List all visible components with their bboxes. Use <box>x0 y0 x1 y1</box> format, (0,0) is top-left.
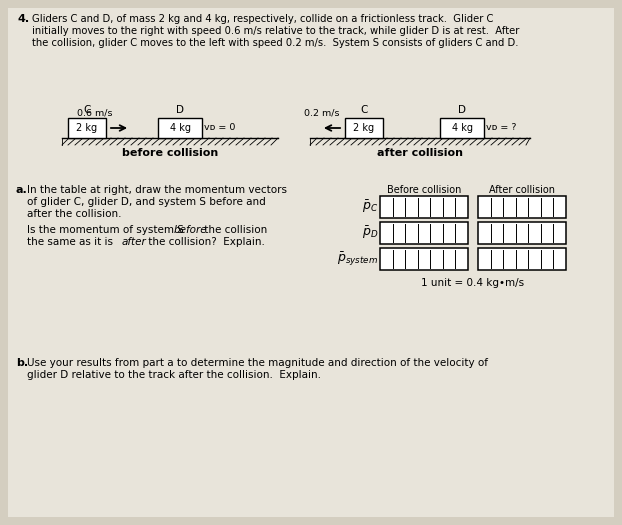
Text: after collision: after collision <box>377 148 463 158</box>
Bar <box>158 118 202 138</box>
Text: Gliders C and D, of mass 2 kg and 4 kg, respectively, collide on a frictionless : Gliders C and D, of mass 2 kg and 4 kg, … <box>32 14 493 24</box>
Text: D: D <box>176 105 184 115</box>
Text: 4.: 4. <box>18 14 30 24</box>
Bar <box>68 118 106 138</box>
Bar <box>345 118 383 138</box>
Text: 0.6 m/s: 0.6 m/s <box>77 108 113 117</box>
Text: $\bar{p}_C$: $\bar{p}_C$ <box>362 199 378 215</box>
Text: Is the momentum of system S: Is the momentum of system S <box>27 225 187 235</box>
Text: In the table at right, draw the momentum vectors: In the table at right, draw the momentum… <box>27 185 287 195</box>
Text: the collision?  Explain.: the collision? Explain. <box>145 237 265 247</box>
Bar <box>478 196 566 218</box>
Text: before collision: before collision <box>122 148 218 158</box>
Bar <box>380 196 468 218</box>
Text: vᴅ = ?: vᴅ = ? <box>486 123 516 132</box>
Text: of glider C, glider D, and system S before and: of glider C, glider D, and system S befo… <box>27 197 266 207</box>
Text: $\bar{p}_D$: $\bar{p}_D$ <box>361 225 378 242</box>
Text: 1 unit = 0.4 kg•m/s: 1 unit = 0.4 kg•m/s <box>422 278 524 288</box>
Text: 0.2 m/s: 0.2 m/s <box>305 108 340 117</box>
Text: the same as it is: the same as it is <box>27 237 116 247</box>
Text: Use your results from part a to determine the magnitude and direction of the vel: Use your results from part a to determin… <box>27 358 488 368</box>
Bar <box>478 248 566 270</box>
Bar <box>478 222 566 244</box>
Text: 2 kg: 2 kg <box>77 123 98 133</box>
Text: D: D <box>458 105 466 115</box>
Text: 4 kg: 4 kg <box>170 123 190 133</box>
Text: After collision: After collision <box>489 185 555 195</box>
Text: $\bar{p}_{system}$: $\bar{p}_{system}$ <box>337 250 378 268</box>
Text: after the collision.: after the collision. <box>27 209 121 219</box>
Text: C: C <box>83 105 91 115</box>
Text: b.: b. <box>16 358 28 368</box>
Text: C: C <box>360 105 368 115</box>
Text: 2 kg: 2 kg <box>353 123 374 133</box>
Text: glider D relative to the track after the collision.  Explain.: glider D relative to the track after the… <box>27 370 321 380</box>
Text: vᴅ = 0: vᴅ = 0 <box>204 123 235 132</box>
Text: after: after <box>122 237 147 247</box>
Text: the collision: the collision <box>201 225 267 235</box>
Text: before: before <box>174 225 208 235</box>
Text: initially moves to the right with speed 0.6 m/s relative to the track, while gli: initially moves to the right with speed … <box>32 26 519 36</box>
Bar <box>380 222 468 244</box>
Text: Before collision: Before collision <box>387 185 461 195</box>
Text: a.: a. <box>16 185 28 195</box>
Text: 4 kg: 4 kg <box>452 123 473 133</box>
Bar <box>440 118 484 138</box>
Bar <box>380 248 468 270</box>
Text: the collision, glider C moves to the left with speed 0.2 m/s.  System S consists: the collision, glider C moves to the lef… <box>32 38 519 48</box>
